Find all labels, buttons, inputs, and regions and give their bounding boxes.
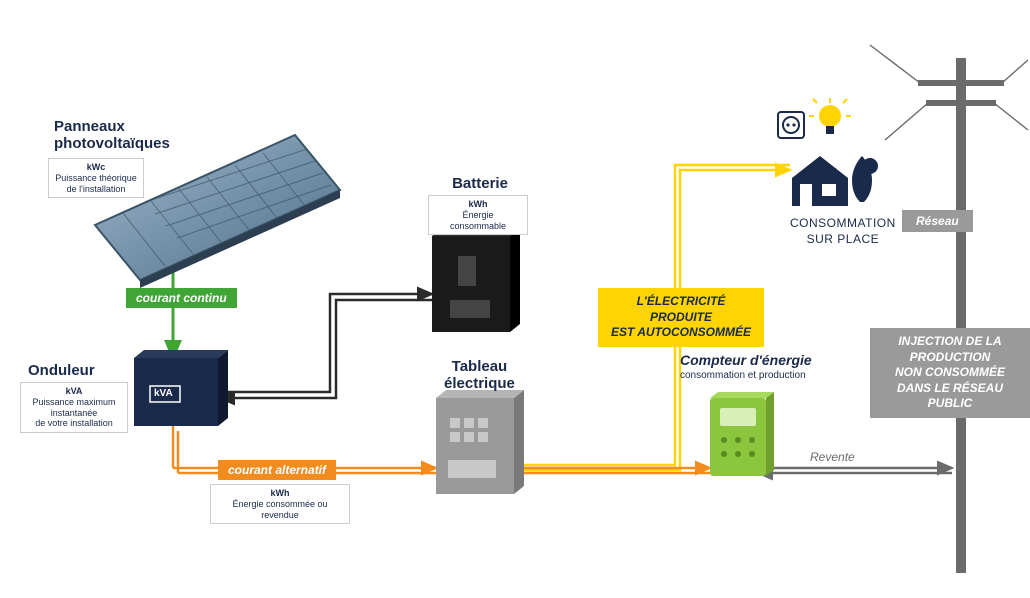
consumption-line2: SUR PLACE (790, 232, 896, 248)
solar-panel-unit: kWc (55, 162, 137, 173)
meter-sub: consommation et production (680, 370, 806, 381)
flow-ac-unit: kWh (217, 488, 343, 499)
flow-ac-unit-box: kWh Énergie consommée ou revendue (210, 484, 350, 524)
battery-unit-box: kWh Énergie consommable (428, 195, 528, 235)
solar-panel-sub: Puissance théoriquede l'installation (55, 173, 137, 195)
utility-pole-icon (870, 45, 1028, 573)
inverter-sub: Puissance maximum instantanéede votre in… (27, 397, 121, 429)
battery-icon (432, 228, 520, 332)
inverter-unit-box: kVA Puissance maximum instantanéede votr… (20, 382, 128, 433)
energy-meter-icon (710, 392, 774, 476)
flow-meter-grid (758, 468, 952, 473)
inverter-unit: kVA (27, 386, 121, 397)
callout-autoconsume: L'ÉLECTRICITÉ PRODUITEEST AUTOCONSOMMÉE (598, 288, 764, 347)
battery-title: Batterie (450, 175, 510, 192)
battery-unit: kWh (435, 199, 521, 210)
flow-inverter-battery (220, 294, 432, 398)
flow-ac-sub: Énergie consommée ou revendue (217, 499, 343, 521)
board-title: Tableauélectrique (444, 358, 515, 393)
solar-panel-title: Panneauxphotovoltaïques (54, 118, 170, 153)
consumption-label: CONSOMMATION SUR PLACE (790, 216, 896, 247)
solar-panel-unit-box: kWc Puissance théoriquede l'installation (48, 158, 144, 198)
meter-title: Compteur d'énergie (680, 352, 812, 368)
flow-ac-label: courant alternatif (218, 460, 336, 480)
network-label: Réseau (902, 210, 973, 232)
house-consumption-icon (778, 98, 878, 206)
battery-sub: Énergie consommable (435, 210, 521, 232)
electrical-board-icon (436, 390, 524, 494)
resale-label: Revente (810, 450, 855, 464)
flow-dc-label: courant continu (126, 288, 237, 308)
callout-injection: INJECTION DE LA PRODUCTIONNON CONSOMMÉED… (870, 328, 1030, 418)
inverter-title: Onduleur (28, 362, 95, 379)
inverter-badge: kVA (154, 388, 173, 399)
consumption-line1: CONSOMMATION (790, 216, 896, 232)
inverter-icon (134, 350, 228, 426)
